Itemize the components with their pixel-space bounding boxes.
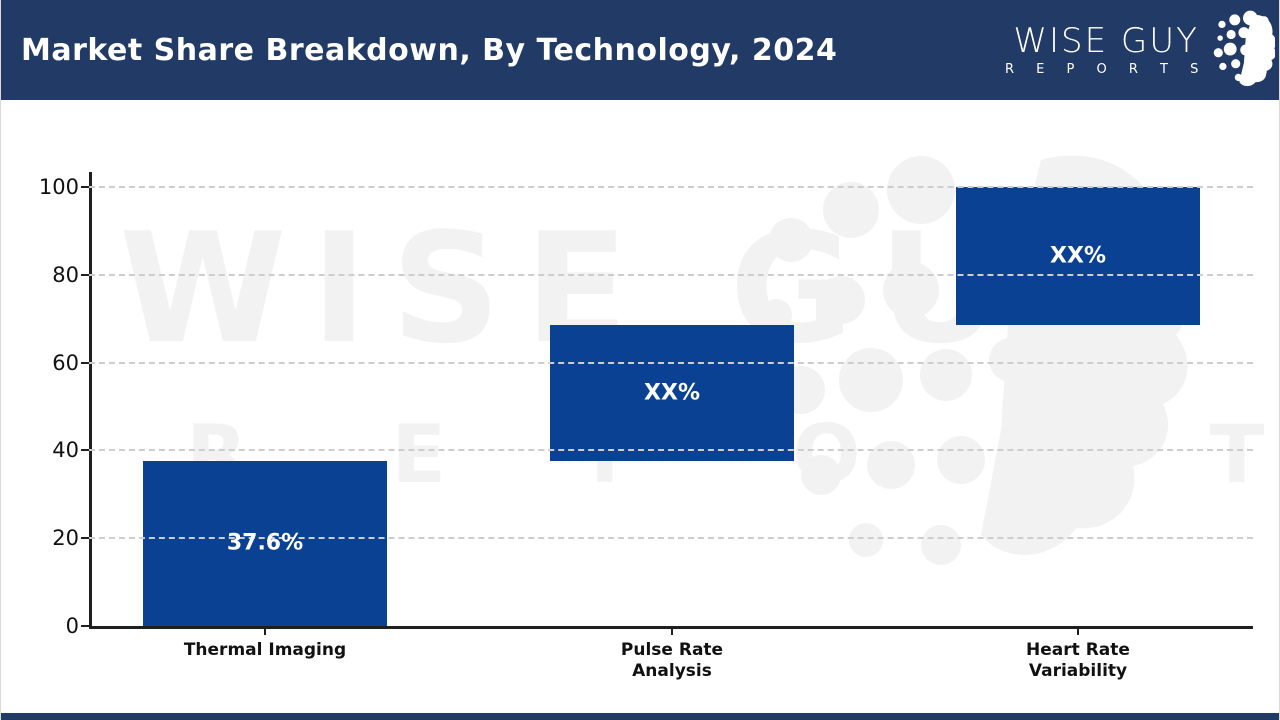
- bar: [550, 325, 794, 461]
- y-axis-tick-label: 80: [52, 262, 79, 287]
- bar: [143, 460, 387, 626]
- y-axis-tick: [81, 273, 89, 276]
- logo-subtitle: R E P O R T S: [1005, 62, 1208, 77]
- y-axis-tick: [81, 186, 89, 188]
- logo-wordmark: WISE GUY: [1013, 21, 1199, 61]
- bar: [956, 187, 1200, 326]
- x-axis-label-line: Pulse Rate: [620, 640, 724, 660]
- y-axis-tick: [81, 449, 89, 452]
- bar-value-label: XX%: [1050, 243, 1106, 269]
- gridline: [89, 449, 1253, 452]
- y-axis: [89, 172, 92, 629]
- header: Market Share Breakdown, By Technology, 2…: [1, 0, 1279, 100]
- y-axis-tick-label: 20: [52, 526, 79, 551]
- x-axis-label-line: Analysis: [632, 661, 712, 681]
- x-axis-label-line: Variability: [1028, 661, 1128, 681]
- x-axis-tick: [671, 629, 673, 635]
- gridline: [89, 361, 1253, 364]
- x-axis: [89, 626, 1253, 629]
- y-axis-tick-label: 100: [38, 175, 79, 199]
- logo-text: WISE GUY R E P O R T S: [1005, 23, 1207, 77]
- x-axis-tick: [264, 629, 266, 635]
- y-axis-tick-label: 60: [52, 350, 79, 375]
- y-axis-tick: [81, 625, 89, 627]
- bar-value-label: 37.6%: [226, 530, 304, 556]
- x-axis-label: Thermal Imaging: [125, 640, 405, 661]
- y-axis-tick: [81, 361, 89, 364]
- gridline: [89, 186, 1253, 188]
- x-axis-label: Heart Rate Variability: [938, 640, 1218, 682]
- x-axis-label-line: Thermal Imaging: [183, 640, 347, 660]
- wise-guy-reports-logo: WISE GUY R E P O R T S: [1005, 6, 1276, 94]
- y-axis-tick: [81, 537, 89, 540]
- gridline: [89, 537, 1253, 540]
- bar-value-label: XX%: [644, 380, 700, 406]
- chart-title: Market Share Breakdown, By Technology, 2…: [21, 32, 838, 68]
- y-axis-tick-label: 40: [52, 438, 79, 463]
- logo-face-icon: [1214, 10, 1276, 87]
- y-axis-tick-label: 0: [65, 614, 79, 638]
- x-axis-label: Pulse Rate Analysis: [532, 640, 812, 682]
- gridline: [89, 273, 1253, 276]
- x-axis-label-line: Heart Rate: [1026, 640, 1130, 660]
- footer-bar: [1, 713, 1279, 720]
- x-axis-tick: [1077, 629, 1079, 635]
- plot-area: 0 20 40 60 80 100 37.6% Thermal Imaging XX% Pulse…: [1, 100, 1279, 713]
